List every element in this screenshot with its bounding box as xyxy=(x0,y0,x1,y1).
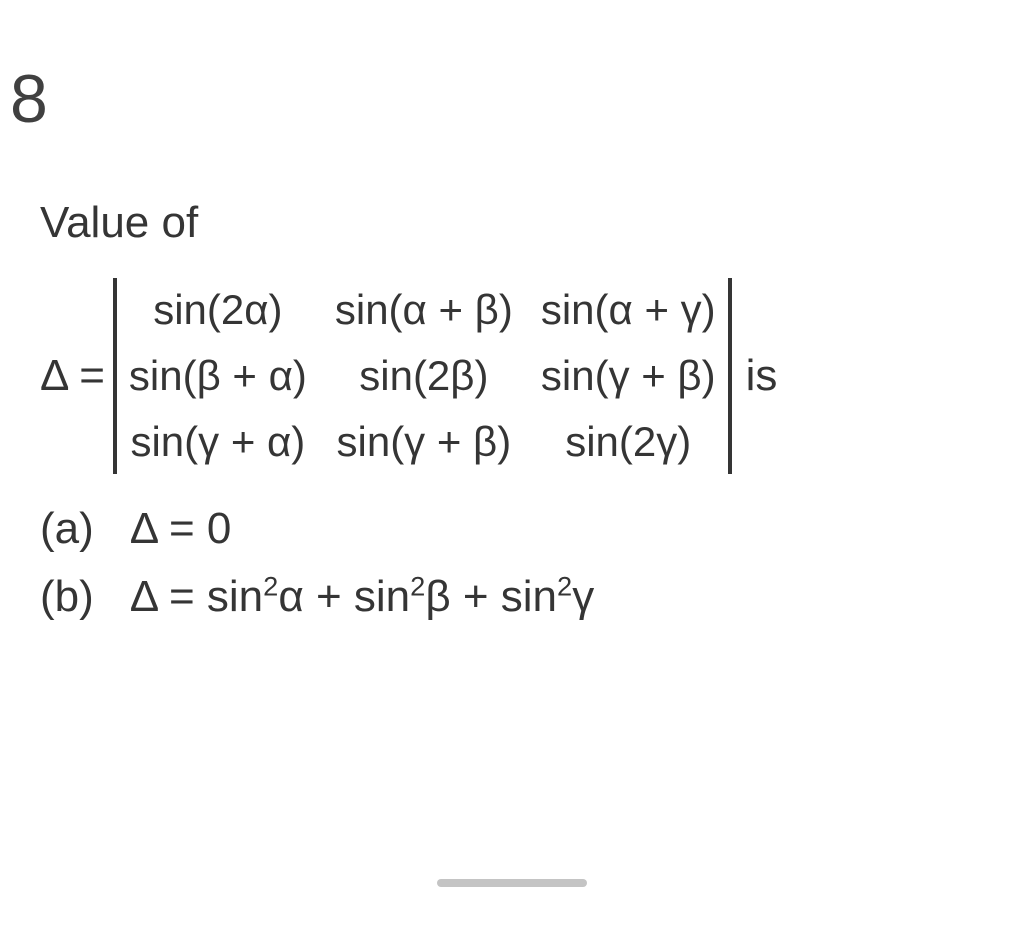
option-a[interactable]: (a) Δ = 0 xyxy=(40,504,1014,554)
option-b-label: (b) xyxy=(40,572,120,622)
det-cell-r2c3: sin(γ + β) xyxy=(541,352,716,400)
prompt-text: Value of xyxy=(40,198,1014,248)
det-cell-r1c2: sin(α + β) xyxy=(335,286,513,334)
determinant-container: sin(2α) sin(α + β) sin(α + γ) sin(β + α)… xyxy=(113,278,732,474)
det-cell-r1c1: sin(2α) xyxy=(129,286,307,334)
det-cell-r2c2: sin(2β) xyxy=(335,352,513,400)
det-right-bar xyxy=(728,278,732,474)
det-cell-r1c3: sin(α + γ) xyxy=(541,286,716,334)
scroll-indicator xyxy=(437,879,587,887)
det-cell-r3c2: sin(γ + β) xyxy=(335,418,513,466)
option-a-label: (a) xyxy=(40,504,120,554)
delta-equals: Δ = xyxy=(40,351,105,401)
question-number: 8 xyxy=(10,60,1014,138)
determinant-matrix: sin(2α) sin(α + β) sin(α + γ) sin(β + α)… xyxy=(117,278,728,474)
det-cell-r2c1: sin(β + α) xyxy=(129,352,307,400)
det-cell-r3c3: sin(2γ) xyxy=(541,418,716,466)
determinant-expression: Δ = sin(2α) sin(α + β) sin(α + γ) sin(β … xyxy=(40,278,1014,474)
option-b-text: Δ = sin2α + sin2β + sin2γ xyxy=(130,572,594,621)
trailing-is: is xyxy=(746,351,778,401)
option-a-text: Δ = 0 xyxy=(130,504,232,553)
option-b[interactable]: (b) Δ = sin2α + sin2β + sin2γ xyxy=(40,572,1014,622)
det-cell-r3c1: sin(γ + α) xyxy=(129,418,307,466)
